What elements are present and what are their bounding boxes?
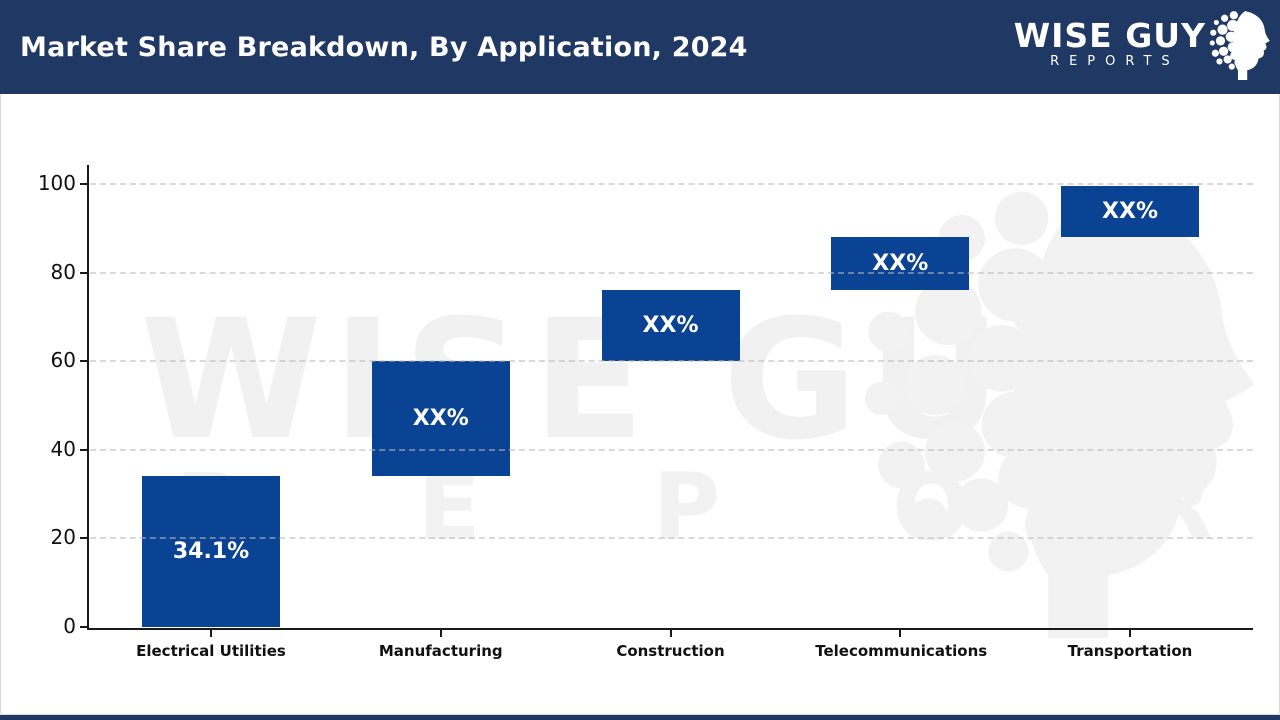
- y-tick-mark: [80, 626, 88, 628]
- y-tick-label: 80: [50, 259, 76, 284]
- y-tick-mark: [80, 183, 88, 185]
- bar: XX%: [1061, 186, 1199, 238]
- bar: XX%: [601, 290, 740, 362]
- y-tick-mark: [80, 448, 88, 451]
- bar-value-label: 34.1%: [172, 538, 250, 564]
- x-tick-mark: [1129, 629, 1131, 637]
- bar-value-label: XX%: [642, 313, 699, 339]
- bar-value-label: XX%: [412, 406, 469, 432]
- bar-value-label: XX%: [1102, 199, 1158, 225]
- x-category-label: Construction: [616, 642, 725, 660]
- x-tick-mark: [669, 629, 672, 637]
- logo-wordmark: WISE GUY: [1013, 15, 1206, 55]
- y-tick-mark: [80, 537, 88, 540]
- bar: XX%: [831, 237, 970, 291]
- x-category-label: Manufacturing: [378, 642, 503, 660]
- y-tick-label: 100: [37, 171, 76, 195]
- logo-text: WISE GUY REPORTS: [1013, 15, 1206, 70]
- x-tick-mark: [439, 629, 442, 637]
- y-tick-label: 0: [63, 614, 76, 638]
- x-tick-mark: [899, 629, 902, 637]
- x-category-label: Telecommunications: [815, 642, 988, 660]
- y-tick-label: 60: [50, 348, 76, 373]
- gridline: [90, 183, 1253, 185]
- gridline: [90, 360, 1253, 363]
- bar: 34.1%: [142, 475, 280, 627]
- footer-bar: [0, 715, 1280, 720]
- page-title: Market Share Breakdown, By Application, …: [20, 31, 748, 63]
- bar: XX%: [371, 361, 510, 476]
- x-tick-mark: [210, 629, 212, 637]
- y-axis-line: [87, 165, 89, 630]
- gridline: [90, 448, 1253, 451]
- gridline: [90, 537, 1253, 540]
- logo-subtext: REPORTS: [1050, 54, 1180, 70]
- y-tick-label: 40: [50, 436, 76, 461]
- watermark-head-icon: [865, 191, 1255, 639]
- header-bar: Market Share Breakdown, By Application, …: [0, 0, 1280, 94]
- y-tick-label: 20: [50, 525, 76, 550]
- x-category-label: Transportation: [1067, 642, 1193, 660]
- wise-guy-logo: WISE GUY REPORTS: [1014, 8, 1270, 80]
- head-profile-icon: [1209, 11, 1270, 80]
- x-category-label: Electrical Utilities: [136, 642, 286, 660]
- y-tick-mark: [80, 271, 88, 274]
- gridline: [90, 271, 1253, 274]
- y-tick-mark: [80, 360, 88, 363]
